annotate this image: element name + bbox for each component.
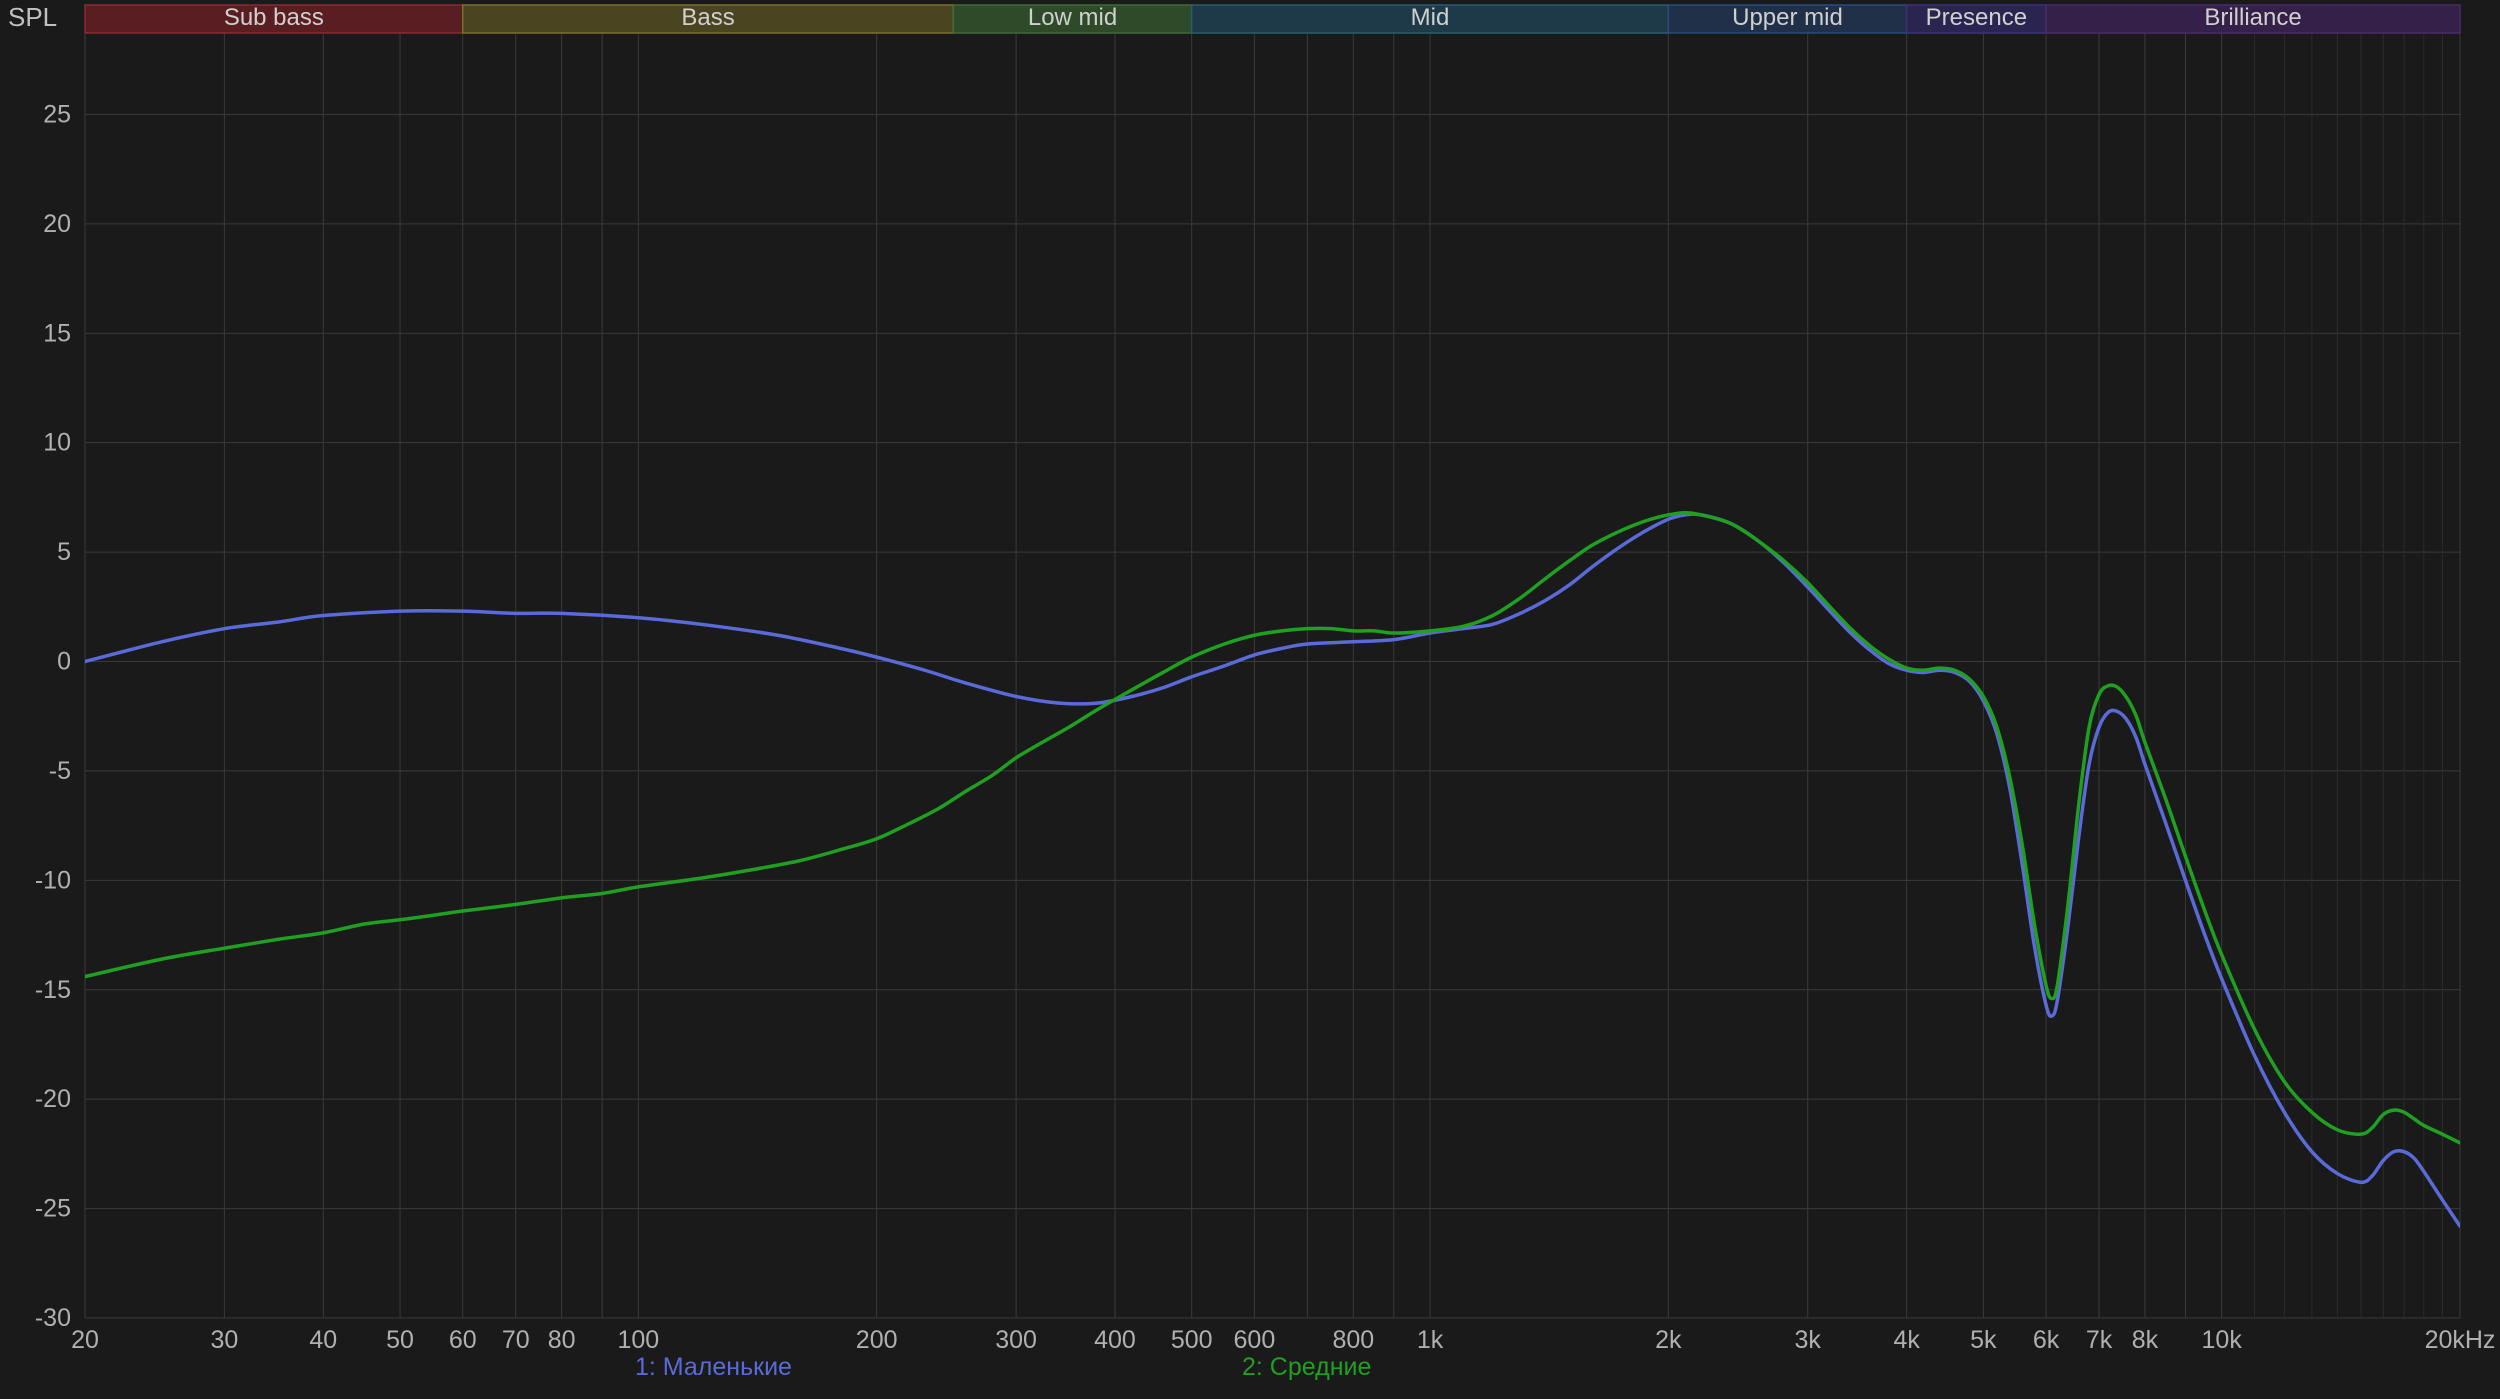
x-tick-label: 4k — [1893, 1326, 1920, 1354]
x-tick-label: 1k — [1417, 1326, 1444, 1354]
band-label: Sub bass — [224, 4, 324, 31]
x-tick-label: 300 — [995, 1326, 1037, 1354]
x-tick-label: 60 — [449, 1326, 477, 1354]
x-tick-label: 200 — [856, 1326, 898, 1354]
y-tick-label: 15 — [43, 319, 71, 347]
band-label: Low mid — [1028, 4, 1117, 31]
x-tick-label: 500 — [1171, 1326, 1213, 1354]
y-tick-label: -20 — [35, 1085, 71, 1113]
x-tick-label: 40 — [309, 1326, 337, 1354]
x-tick-label: 600 — [1234, 1326, 1276, 1354]
frequency-response-chart: -30 -25 -20 -15 -10 -5 0 5 10 15 20 25 SPL 20 30 40 50 60… — [0, 0, 2500, 1399]
y-tick-label: 25 — [43, 100, 71, 128]
y-tick-label: -5 — [49, 757, 71, 785]
x-tick-label: 2k — [1655, 1326, 1682, 1354]
x-tick-label: 10k — [2202, 1326, 2243, 1354]
band-label: Mid — [1411, 4, 1450, 31]
x-tick-label: 7k — [2086, 1326, 2113, 1354]
x-tick-label: 30 — [210, 1326, 238, 1354]
band-label: Bass — [681, 4, 734, 31]
x-tick-label: 20 — [71, 1326, 99, 1354]
x-tick-label: 100 — [617, 1326, 659, 1354]
band-label: Upper mid — [1732, 4, 1843, 31]
x-tick-label: 80 — [548, 1326, 576, 1354]
band-label: Brilliance — [2204, 4, 2301, 31]
y-tick-label: -30 — [35, 1304, 71, 1332]
y-tick-label: 5 — [57, 538, 71, 566]
x-tick-label: 70 — [502, 1326, 530, 1354]
x-tick-label: 50 — [386, 1326, 414, 1354]
band-label: Presence — [1926, 4, 2027, 31]
x-tick-label: 8k — [2132, 1326, 2159, 1354]
legend-item: 1: Маленькие — [635, 1353, 792, 1381]
x-tick-label: 5k — [1970, 1326, 1997, 1354]
x-tick-label: 3k — [1795, 1326, 1822, 1354]
x-tick-label: 20kHz — [2425, 1326, 2496, 1354]
y-tick-label: 20 — [43, 210, 71, 238]
x-tick-label: 6k — [2033, 1326, 2060, 1354]
y-tick-label: 0 — [57, 648, 71, 676]
legend-item: 2: Средние — [1242, 1353, 1371, 1381]
y-axis-label: SPL — [8, 2, 57, 32]
y-tick-label: -15 — [35, 976, 71, 1004]
y-tick-label: -10 — [35, 866, 71, 894]
y-tick-label: -25 — [35, 1195, 71, 1223]
x-tick-label: 400 — [1094, 1326, 1136, 1354]
y-tick-label: 10 — [43, 429, 71, 457]
x-tick-label: 800 — [1332, 1326, 1374, 1354]
